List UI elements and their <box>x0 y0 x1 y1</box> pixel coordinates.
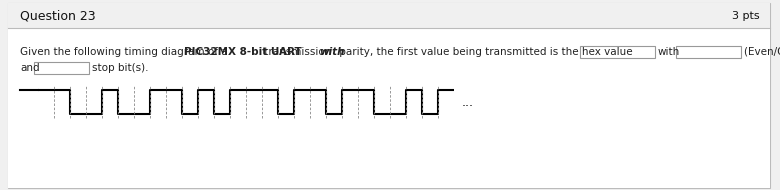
Text: (Even/Odd) parity: (Even/Odd) parity <box>744 47 780 57</box>
Text: transmission: transmission <box>261 47 335 57</box>
Bar <box>8 3 770 28</box>
Bar <box>676 46 741 58</box>
Bar <box>34 62 89 74</box>
Text: Given the following timing diagram of a: Given the following timing diagram of a <box>20 47 231 57</box>
Text: parity, the first value being transmitted is the hex value: parity, the first value being transmitte… <box>336 47 633 57</box>
Text: with: with <box>319 47 344 57</box>
Bar <box>8 28 770 188</box>
Text: Question 23: Question 23 <box>20 10 96 22</box>
Bar <box>580 46 655 58</box>
Text: 3 pts: 3 pts <box>732 11 760 21</box>
Text: ...: ... <box>462 96 474 108</box>
Text: PIC32MX 8-bit UART: PIC32MX 8-bit UART <box>184 47 302 57</box>
Text: and: and <box>20 63 40 73</box>
Text: stop bit(s).: stop bit(s). <box>92 63 149 73</box>
Text: with: with <box>658 47 680 57</box>
